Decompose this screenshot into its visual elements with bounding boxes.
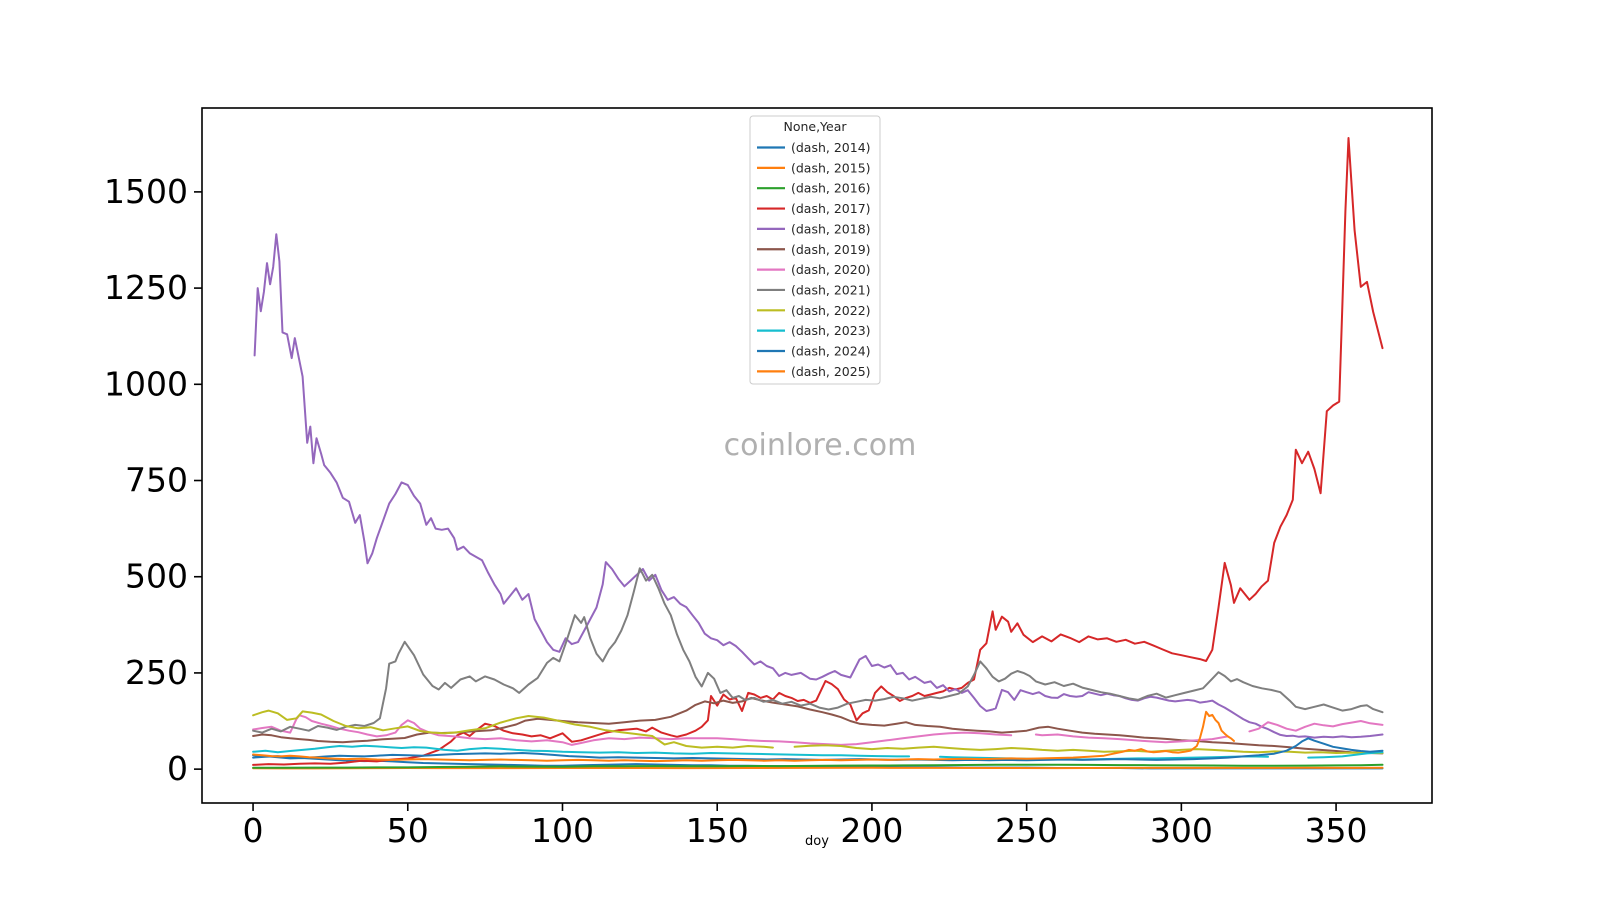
line-dash-2020 [252,714,1384,746]
x-tick-label: 250 [995,811,1058,850]
legend-title: None,Year [783,119,847,134]
y-tick-label: 1000 [104,364,188,403]
legend-label: (dash, 2023) [791,323,871,338]
x-tick-label: 200 [840,811,903,850]
x-tick-label: 50 [387,811,429,850]
series-layer [252,137,1384,770]
legend-label: (dash, 2024) [791,344,871,359]
axis-layer: 0 50 100 150 200 250 300 350 0 250 500 750 1000 1250 1… [104,107,1433,850]
legend-label: (dash, 2017) [791,201,871,216]
legend-box [749,115,881,385]
x-tick-label: 300 [1150,811,1213,850]
line-dash-2018 [253,233,1384,739]
y-tick-label: 1500 [104,172,188,211]
y-tick-label: 250 [125,653,188,692]
y-tick-label: 0 [167,749,188,788]
line-dash-2025 [252,710,1235,763]
legend-item: (dash, 2023) [757,323,871,338]
legend: None,Year (dash, 2014)(dash, 2015)(dash,… [749,115,881,385]
legend-label: (dash, 2018) [791,221,871,236]
legend-item: (dash, 2025) [757,364,871,379]
x-tick-label: 0 [243,811,264,850]
legend-item: (dash, 2018) [757,221,871,236]
legend-item: (dash, 2017) [757,201,871,216]
legend-label: (dash, 2020) [791,262,871,277]
plot-border [201,107,1433,804]
legend-item: (dash, 2022) [757,303,871,318]
x-tick-label: 150 [686,811,749,850]
legend-item: (dash, 2020) [757,262,871,277]
legend-item: (dash, 2015) [757,160,871,175]
legend-item: (dash, 2016) [757,181,871,196]
legend-item: (dash, 2019) [757,242,871,257]
y-tick-label: 750 [125,461,188,500]
line-dash-2019 [252,696,1384,755]
legend-item: (dash, 2021) [757,282,871,297]
y-tick-label: 500 [125,557,188,596]
line-dash-2021 [252,567,1384,734]
y-tick-label: 1250 [104,268,188,307]
legend-label: (dash, 2016) [791,181,871,196]
line-dash-2016 [252,763,1384,769]
x-tick-label: 100 [531,811,594,850]
legend-items: (dash, 2014) (dash, 2015) (dash, 2016) (das… [757,140,871,379]
legend-item: (dash, 2014) [757,140,871,155]
legend-label: (dash, 2022) [791,303,871,318]
legend-label: (dash, 2019) [791,242,871,257]
legend-item: (dash, 2024) [757,344,871,359]
x-axis-label: doy [805,834,829,849]
legend-label: (dash, 2015) [791,160,871,175]
legend-label: (dash, 2014) [791,140,871,155]
coinlore-watermark: coinlore.com [724,428,917,463]
legend-label: (dash, 2025) [791,364,871,379]
legend-label: (dash, 2021) [791,282,871,297]
x-tick-label: 350 [1305,811,1368,850]
